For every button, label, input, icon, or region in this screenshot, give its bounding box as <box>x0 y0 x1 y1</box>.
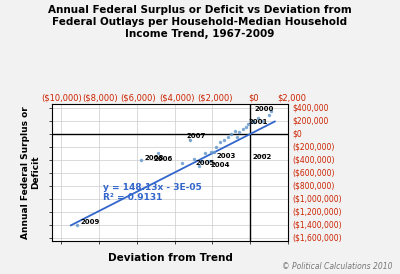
Point <box>213 145 220 149</box>
Text: 2007: 2007 <box>186 133 206 139</box>
Point <box>187 138 193 143</box>
Text: 2006: 2006 <box>154 156 173 162</box>
Text: ($1,200,000): ($1,200,000) <box>292 207 342 216</box>
Point <box>268 109 274 113</box>
Point <box>245 122 252 126</box>
Text: y = 148.13x - 3E-05
R² = 0.9131: y = 148.13x - 3E-05 R² = 0.9131 <box>103 183 202 202</box>
Point <box>236 130 242 134</box>
Text: 2008: 2008 <box>144 155 164 161</box>
Text: 2005: 2005 <box>196 159 215 165</box>
Point <box>217 140 223 145</box>
Text: ($400,000): ($400,000) <box>292 155 334 164</box>
Point <box>211 150 218 154</box>
Point <box>221 138 227 143</box>
Point <box>198 159 204 164</box>
Text: ($8,000): ($8,000) <box>82 94 118 103</box>
Text: $2,000: $2,000 <box>277 94 306 103</box>
Text: ($2,000): ($2,000) <box>197 94 233 103</box>
Text: ($800,000): ($800,000) <box>292 181 334 190</box>
Y-axis label: Annual Federal Surplus or
Deficit: Annual Federal Surplus or Deficit <box>21 106 40 239</box>
Point <box>266 112 272 117</box>
Text: 2004: 2004 <box>210 162 230 168</box>
Text: ($600,000): ($600,000) <box>292 169 334 178</box>
Text: $400,000: $400,000 <box>292 104 328 113</box>
Point <box>249 119 255 123</box>
Point <box>207 150 214 154</box>
Point <box>206 159 212 164</box>
Point <box>240 127 246 131</box>
Text: $0: $0 <box>292 130 302 138</box>
Point <box>138 158 144 162</box>
Point <box>254 116 261 120</box>
Text: 2003: 2003 <box>216 153 236 159</box>
Text: ($200,000): ($200,000) <box>292 142 334 152</box>
Point <box>251 120 257 124</box>
Text: 2001: 2001 <box>248 119 268 125</box>
Text: $0: $0 <box>248 94 259 103</box>
Text: © Political Calculations 2010: © Political Calculations 2010 <box>282 262 392 271</box>
Point <box>154 151 161 156</box>
Text: ($1,400,000): ($1,400,000) <box>292 220 342 229</box>
Point <box>224 135 231 139</box>
Text: ($10,000): ($10,000) <box>41 94 82 103</box>
Point <box>73 223 80 227</box>
Text: ($1,000,000): ($1,000,000) <box>292 195 342 203</box>
Text: 2009: 2009 <box>80 219 100 225</box>
Text: 2002: 2002 <box>252 154 271 160</box>
Point <box>232 129 238 133</box>
X-axis label: Deviation from Trend: Deviation from Trend <box>108 253 232 263</box>
Text: 2000: 2000 <box>254 106 273 112</box>
Text: ($4,000): ($4,000) <box>159 94 194 103</box>
Point <box>258 119 265 123</box>
Text: Annual Federal Surplus or Deficit vs Deviation from
Federal Outlays per Househol: Annual Federal Surplus or Deficit vs Dev… <box>48 5 352 39</box>
Text: ($6,000): ($6,000) <box>120 94 156 103</box>
Point <box>234 135 240 139</box>
Point <box>179 161 186 165</box>
Point <box>196 164 202 169</box>
Point <box>228 132 234 136</box>
Point <box>243 125 250 130</box>
Text: $200,000: $200,000 <box>292 116 328 125</box>
Text: ($1,600,000): ($1,600,000) <box>292 233 342 242</box>
Point <box>202 151 208 156</box>
Point <box>190 156 197 161</box>
